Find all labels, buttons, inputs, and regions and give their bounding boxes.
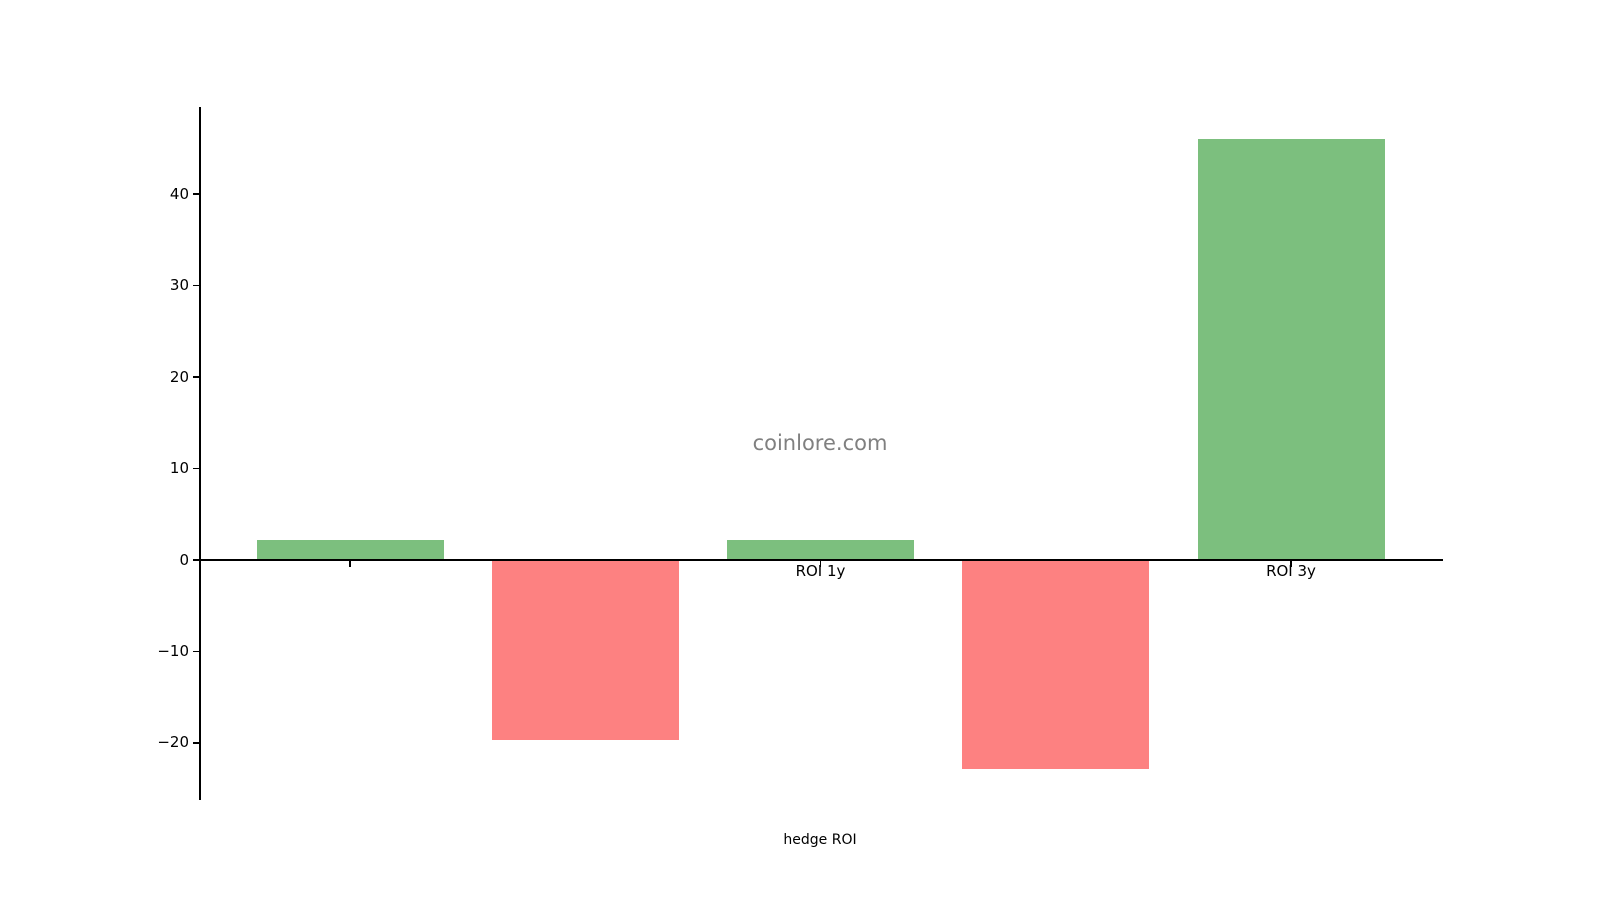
x-tick-label: ROI 3y — [1266, 562, 1316, 580]
bar-series-3 — [962, 560, 1150, 770]
bar-roi-1y — [727, 539, 914, 560]
y-tick-label: 10 — [169, 459, 189, 478]
x-tick-label: ROI 1y — [795, 562, 846, 580]
y-tick-label: 0 — [179, 550, 189, 569]
x-tick-mark — [1290, 560, 1292, 567]
y-tick-label: 30 — [169, 276, 189, 295]
y-tick-label: 40 — [169, 184, 189, 203]
y-tick-label: −20 — [157, 733, 189, 752]
y-tick-mark — [193, 650, 200, 653]
bar-roi-3y — [1197, 139, 1385, 560]
y-tick-mark — [193, 559, 200, 561]
watermark: coinlore.com — [752, 431, 888, 455]
x-tick-mark — [349, 560, 351, 567]
y-tick-label: 20 — [169, 367, 189, 386]
bar-series-1 — [491, 560, 679, 741]
y-tick-mark — [193, 284, 200, 287]
y-tick-mark — [193, 193, 200, 195]
x-axis-line — [200, 559, 1443, 561]
y-tick-mark — [193, 376, 200, 378]
y-tick-mark — [193, 467, 200, 470]
bar-series-0 — [256, 539, 444, 560]
y-axis-line — [199, 107, 201, 800]
y-tick-label: −10 — [157, 641, 189, 660]
x-tick-mark — [819, 560, 822, 567]
y-tick-mark — [193, 742, 200, 744]
x-axis-title: hedge ROI — [783, 832, 857, 848]
